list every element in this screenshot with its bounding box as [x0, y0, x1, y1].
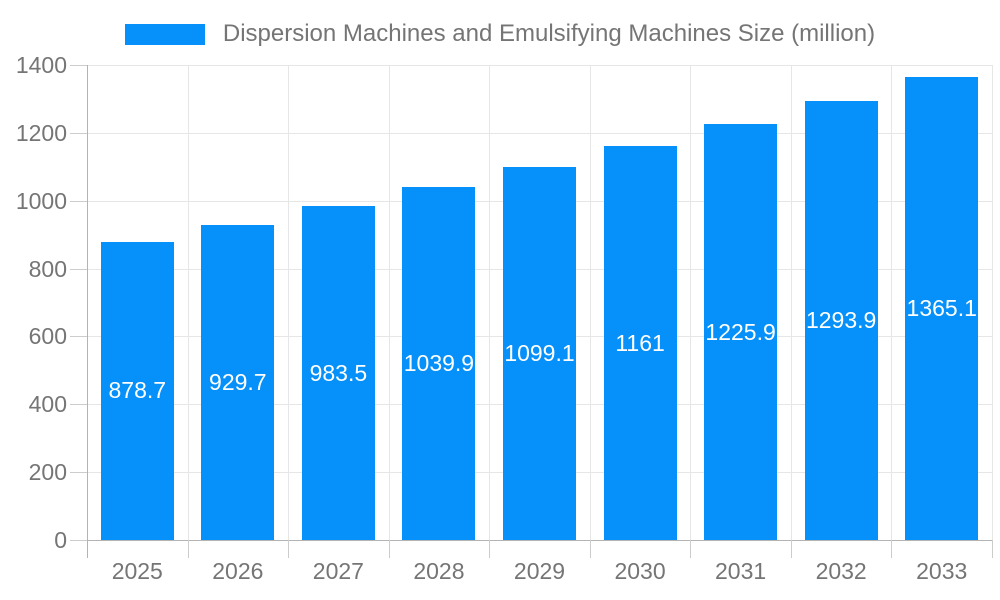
x-gridline	[589, 65, 591, 540]
x-axis-label: 2030	[614, 558, 666, 584]
x-axis-label: 2033	[916, 558, 968, 584]
y-gridline	[87, 540, 992, 541]
y-axis-label: 1000	[15, 187, 67, 214]
y-axis-label: 1400	[15, 52, 67, 78]
bar: 878.7	[100, 241, 174, 540]
y-gridline	[87, 65, 992, 66]
bar: 1225.9	[704, 124, 778, 540]
x-gridline	[891, 65, 893, 540]
legend-item[interactable]: Dispersion Machines and Emulsifying Mach…	[0, 20, 1000, 48]
y-axis-label: 600	[28, 323, 67, 350]
bar: 1161	[603, 146, 677, 540]
x-axis-tick	[388, 540, 390, 558]
y-axis-line	[87, 65, 88, 540]
y-axis-label: 0	[54, 527, 67, 553]
bar-value-label: 1225.9	[705, 318, 776, 345]
x-axis-tick	[790, 540, 792, 558]
x-axis-tick	[891, 540, 893, 558]
y-axis-label: 200	[28, 459, 67, 486]
x-axis-tick	[992, 540, 993, 558]
x-axis-tick	[87, 540, 88, 558]
x-axis-label: 2031	[715, 558, 767, 584]
legend-swatch	[124, 23, 205, 45]
x-axis-label: 2025	[111, 558, 163, 584]
x-axis-label: 2027	[312, 558, 364, 584]
bar: 983.5	[301, 206, 375, 540]
y-axis-label: 400	[28, 391, 67, 418]
bar-value-label: 878.7	[108, 377, 167, 404]
y-gridline	[87, 132, 992, 134]
x-axis-tick	[589, 540, 591, 558]
x-axis-tick	[489, 540, 491, 558]
y-axis-tick	[70, 132, 87, 134]
x-gridline	[992, 65, 993, 540]
legend-series-label: Dispersion Machines and Emulsifying Mach…	[222, 20, 876, 47]
bar-value-label: 929.7	[209, 368, 267, 395]
bar: 929.7	[201, 224, 275, 540]
y-axis-label: 800	[28, 255, 67, 282]
bar-value-label: 983.5	[309, 359, 368, 386]
x-axis-tick	[187, 540, 189, 558]
bar: 1365.1	[905, 76, 979, 540]
x-gridline	[790, 65, 792, 540]
x-axis-label: 2028	[413, 558, 465, 584]
y-axis-tick	[70, 472, 87, 474]
y-axis-tick	[70, 336, 87, 338]
bar: 1293.9	[804, 100, 878, 540]
bar-value-label: 1039.9	[403, 350, 475, 377]
x-gridline	[388, 65, 390, 540]
bar: 1039.9	[402, 187, 476, 540]
x-gridline	[187, 65, 189, 540]
y-axis-tick	[70, 65, 87, 66]
x-axis-label: 2026	[212, 558, 264, 584]
y-axis-tick	[70, 268, 87, 270]
x-axis-tick	[690, 540, 692, 558]
bar: 1099.1	[503, 167, 576, 540]
x-axis-label: 2032	[815, 558, 867, 584]
bar-value-label: 1293.9	[805, 306, 877, 333]
y-axis-tick	[70, 200, 87, 202]
bar-value-label: 1099.1	[504, 340, 575, 367]
y-axis-label: 1200	[15, 119, 67, 146]
bar-value-label: 1365.1	[906, 294, 977, 321]
x-gridline	[288, 65, 290, 540]
y-axis-tick	[70, 540, 87, 541]
x-axis-tick	[288, 540, 290, 558]
bar-value-label: 1161	[615, 329, 665, 356]
x-gridline	[489, 65, 491, 540]
x-gridline	[690, 65, 692, 540]
x-axis-label: 2029	[513, 558, 566, 584]
y-axis-tick	[70, 404, 87, 406]
